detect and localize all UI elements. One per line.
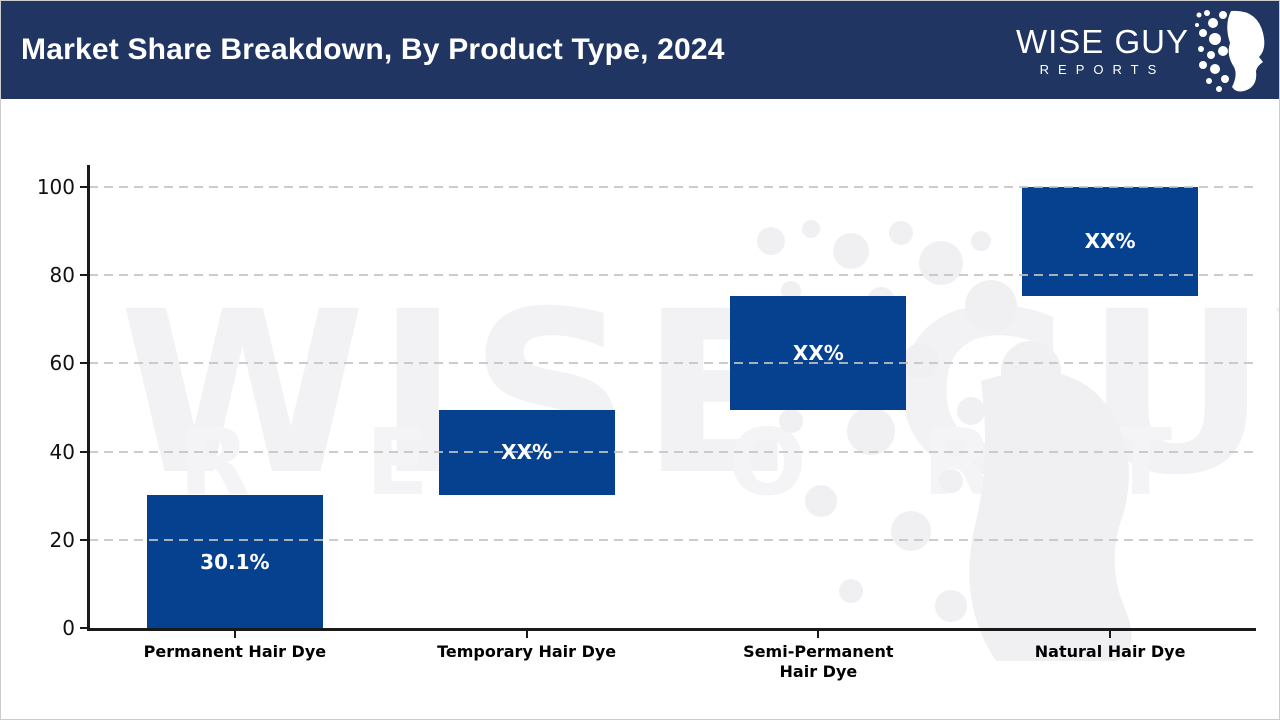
bar-segment bbox=[730, 295, 907, 410]
brand-logo-text: WISE GUY REPORTS bbox=[1015, 23, 1189, 78]
y-axis-line bbox=[87, 164, 90, 630]
page-title: Market Share Breakdown, By Product Type,… bbox=[21, 33, 725, 66]
y-tick-label: 100 bbox=[36, 175, 75, 199]
y-tick-label: 80 bbox=[49, 263, 75, 288]
y-tick-mark bbox=[80, 450, 87, 453]
x-tick-mark bbox=[525, 630, 528, 638]
y-tick-label: 0 bbox=[62, 616, 75, 640]
y-tick-label: 40 bbox=[49, 439, 75, 464]
y-tick-label: 60 bbox=[49, 351, 75, 376]
gridline bbox=[89, 186, 1256, 188]
x-axis-line bbox=[87, 628, 1256, 631]
bar-value-label: XX% bbox=[501, 440, 553, 465]
brand-subtitle: REPORTS bbox=[1039, 62, 1166, 77]
bar-value-label: XX% bbox=[1084, 229, 1136, 254]
gridline bbox=[89, 450, 1256, 453]
bar-value-label: XX% bbox=[792, 340, 844, 365]
x-tick-label: Natural Hair Dye bbox=[1034, 642, 1186, 661]
y-tick-mark bbox=[80, 627, 87, 629]
y-tick-mark bbox=[80, 362, 87, 365]
x-tick-label: Permanent Hair Dye bbox=[143, 642, 327, 661]
gridline bbox=[89, 538, 1256, 541]
x-tick-label: Semi-Permanent Hair Dye bbox=[743, 642, 894, 681]
brand-name: WISE GUY bbox=[1015, 23, 1189, 60]
header-band: Market Share Breakdown, By Product Type,… bbox=[1, 1, 1279, 99]
gridline bbox=[89, 274, 1256, 277]
x-tick-mark bbox=[1109, 630, 1112, 638]
y-tick-mark bbox=[80, 186, 87, 188]
bar-segment bbox=[146, 495, 323, 628]
x-tick-label: Temporary Hair Dye bbox=[437, 642, 617, 661]
waterfall-chart: 0 20 40 60 80 100 Permanent Hair Dye 30.1% Tempo… bbox=[1, 99, 1279, 719]
y-tick-label: 20 bbox=[49, 527, 75, 552]
y-tick-mark bbox=[80, 274, 87, 277]
bar-segment bbox=[1022, 187, 1199, 296]
gridline bbox=[89, 362, 1256, 365]
x-tick-mark bbox=[233, 630, 236, 638]
y-tick-mark bbox=[80, 538, 87, 541]
brand-face-icon bbox=[1195, 10, 1265, 92]
brand-logo: WISE GUY REPORTS bbox=[1007, 1, 1267, 99]
x-tick-mark bbox=[817, 630, 820, 638]
bar-value-label: 30.1% bbox=[200, 549, 270, 574]
